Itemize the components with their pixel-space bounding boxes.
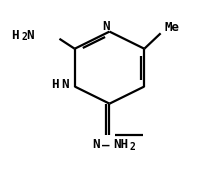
Text: Me: Me (165, 21, 180, 34)
Text: NH: NH (113, 138, 128, 151)
Text: 2: 2 (130, 142, 136, 152)
Text: N: N (26, 29, 34, 42)
Text: —: — (102, 138, 110, 151)
Text: N: N (102, 20, 109, 33)
Text: N: N (92, 138, 100, 151)
Text: H: H (12, 29, 19, 42)
Text: H: H (51, 78, 59, 91)
Text: N: N (61, 78, 69, 91)
Text: 2: 2 (22, 32, 28, 42)
